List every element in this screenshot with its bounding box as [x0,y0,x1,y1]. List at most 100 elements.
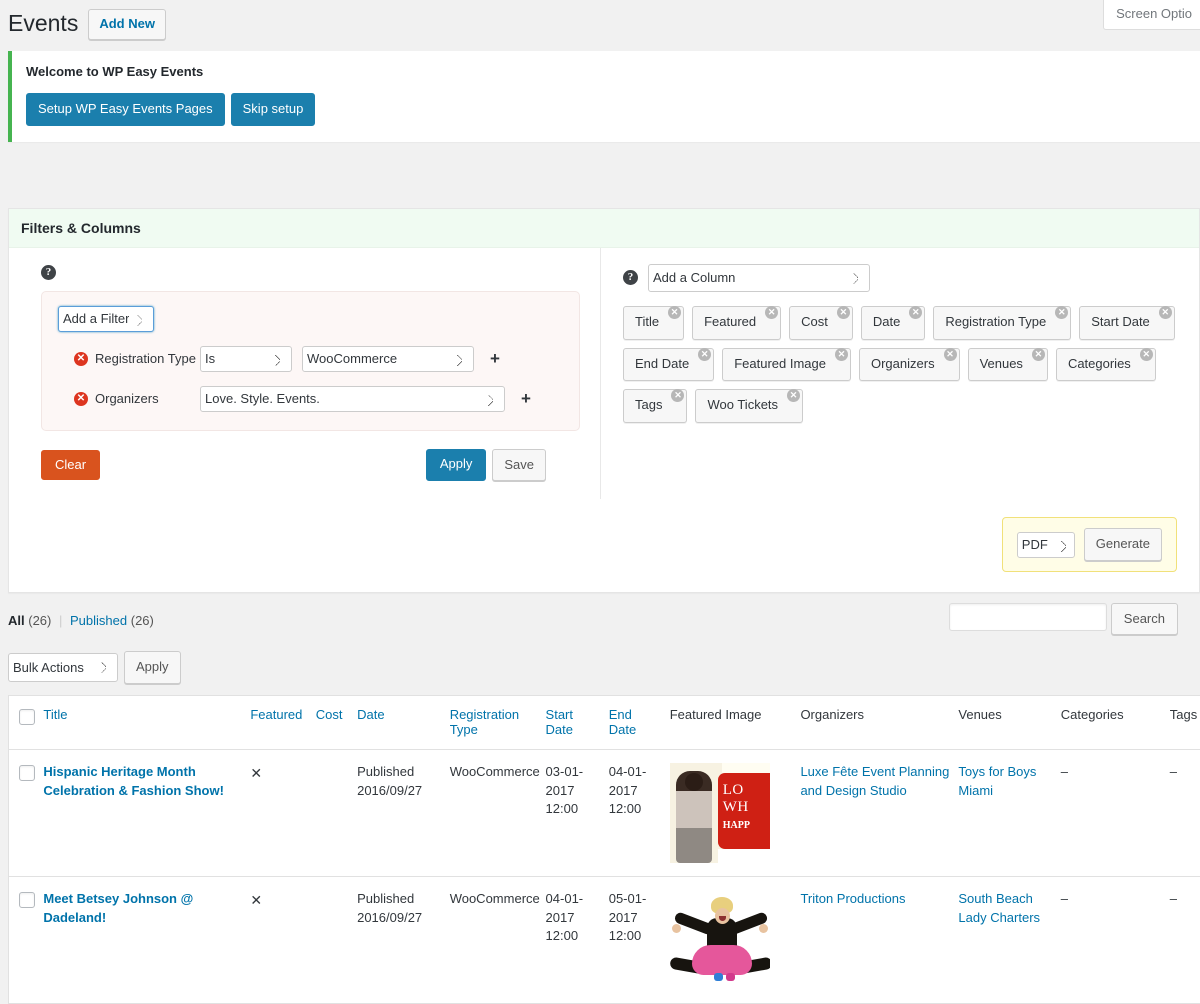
add-filter-select[interactable]: Add a Filter [58,306,154,332]
column-chip[interactable]: Title✕ [623,306,684,340]
remove-column-icon[interactable]: ✕ [835,348,848,361]
column-header-end-date[interactable]: End Date [609,695,670,749]
column-chip[interactable]: Start Date✕ [1079,306,1175,340]
clear-filters-button[interactable]: Clear [41,450,100,480]
row-select-cell [9,876,44,1003]
view-all-link[interactable]: All [8,613,25,628]
column-chip[interactable]: Organizers✕ [859,348,960,382]
remove-column-icon[interactable]: ✕ [1055,306,1068,319]
remove-column-icon[interactable]: ✕ [668,306,681,319]
column-chip-label: Registration Type [945,314,1046,329]
event-title-link[interactable]: Hispanic Heritage Month Celebration & Fa… [43,764,224,798]
setup-pages-button[interactable]: Setup WP Easy Events Pages [26,93,225,126]
remove-column-icon[interactable]: ✕ [765,306,778,319]
column-chip-label: Featured [704,314,756,329]
cell-registration-type: WooCommerce [450,876,546,1003]
cell-venues: South Beach Lady Charters [958,876,1060,1003]
column-chip[interactable]: Featured Image ✕ [722,348,851,382]
select-all-checkbox[interactable] [19,709,35,725]
row-checkbox[interactable] [19,765,35,781]
add-column-select[interactable]: Add a Column [648,264,870,292]
save-filters-button[interactable]: Save [492,449,546,482]
remove-column-icon[interactable]: ✕ [837,306,850,319]
column-chip[interactable]: Featured ✕ [692,306,781,340]
organizer-link[interactable]: Luxe Fête Event Planning and Design Stud… [800,764,949,798]
remove-column-icon[interactable]: ✕ [944,348,957,361]
column-chip-label: Cost [801,314,828,329]
add-new-button[interactable]: Add New [88,9,166,40]
generate-button[interactable]: Generate [1084,528,1162,561]
filters-and-columns-panel: Filters & Columns ? Add a Filter ✕ Regis… [8,208,1200,593]
column-chip[interactable]: Date ✕ [861,306,925,340]
column-header-cost[interactable]: Cost [316,695,357,749]
column-chip[interactable]: Tags✕ [623,389,687,423]
column-chip[interactable]: End Date✕ [623,348,714,382]
list-toolbar: All (26) | Published (26) Search [8,611,1200,636]
column-chip[interactable]: Categories✕ [1056,348,1156,382]
column-header-start-date[interactable]: Start Date [546,695,609,749]
cell-end-date: 05-01-2017 12:00 [609,876,670,1003]
column-chip[interactable]: Registration Type ✕ [933,306,1071,340]
cell-title: Meet Betsey Johnson @ Dadeland! [43,876,250,1003]
bulk-actions-select[interactable]: Bulk Actions [8,653,118,682]
remove-column-icon[interactable]: ✕ [909,306,922,319]
cell-title: Hispanic Heritage Month Celebration & Fa… [43,749,250,876]
column-header-categories: Categories [1061,695,1170,749]
date-status: Published [357,763,442,782]
column-header-date[interactable]: Date [357,695,450,749]
generate-box: PDF Generate [1002,517,1177,572]
cell-registration-type: WooCommerce [450,749,546,876]
filter-operator-select[interactable]: Is [200,346,292,372]
skip-setup-button[interactable]: Skip setup [231,93,316,126]
featured-x-icon: ✕ [250,765,262,781]
add-filter-value-button[interactable]: + [484,347,506,371]
column-header-title[interactable]: Title [43,695,250,749]
filter-value-select[interactable]: Love. Style. Events. [200,386,505,412]
column-chip-label: Featured Image [734,356,826,371]
remove-column-icon[interactable]: ✕ [698,348,711,361]
search-input[interactable] [949,603,1107,631]
venue-link[interactable]: South Beach Lady Charters [958,891,1040,925]
filter-builder: Add a Filter ✕ Registration Type Is WooC… [41,291,580,431]
cell-featured: ✕ [250,749,315,876]
column-chip-list: Title✕Featured✕Cost✕Date✕Registration Ty… [623,306,1183,424]
cell-cost [316,876,357,1003]
view-published-count: (26) [131,613,154,628]
add-filter-value-button[interactable]: + [515,387,537,411]
column-chip-label: Date [873,314,900,329]
export-format-select[interactable]: PDF [1017,532,1075,558]
column-header-registration-type[interactable]: Registration Type [450,695,546,749]
column-chip[interactable]: Woo Tickets✕ [695,389,803,423]
event-title-link[interactable]: Meet Betsey Johnson @ Dadeland! [43,891,193,925]
bulk-apply-button[interactable]: Apply [124,651,181,684]
filter-label-organizers: ✕ Organizers [58,391,200,406]
columns-column: ? Add a Column Title✕ Featured ✕ Cost ✕ Date ✕… [601,248,1199,500]
filter-row: ✕ Registration Type Is WooCommerce + [58,346,563,372]
remove-column-icon[interactable]: ✕ [1140,348,1153,361]
column-chip[interactable]: Cost ✕ [789,306,853,340]
search-submit-button[interactable]: Search [1111,603,1178,636]
column-chip[interactable]: Venues✕ [968,348,1048,382]
filters-help-icon[interactable]: ? [41,265,56,280]
table-header-row: Title Featured Cost Date Registration Ty… [9,695,1200,749]
organizer-link[interactable]: Triton Productions [800,891,905,906]
featured-image-thumbnail[interactable] [670,890,770,990]
filter-actions-right: Apply Save [426,449,580,482]
cell-end-date: 04-01-2017 12:00 [609,749,670,876]
venue-link[interactable]: Toys for Boys Miami [958,764,1036,798]
remove-filter-icon[interactable]: ✕ [74,392,88,406]
remove-column-icon[interactable]: ✕ [671,389,684,402]
view-separator: | [55,613,66,628]
apply-filters-button[interactable]: Apply [426,449,487,482]
column-header-featured[interactable]: Featured [250,695,315,749]
remove-filter-icon[interactable]: ✕ [74,352,88,366]
filter-value-select[interactable]: WooCommerce [302,346,474,372]
remove-column-icon[interactable]: ✕ [1159,306,1172,319]
filters-panel-heading: Filters & Columns [9,209,1199,248]
remove-column-icon[interactable]: ✕ [787,389,800,402]
columns-help-icon[interactable]: ? [623,270,638,285]
view-published-link[interactable]: Published [70,613,127,628]
remove-column-icon[interactable]: ✕ [1032,348,1045,361]
screen-options-tab[interactable]: Screen Optio [1103,0,1200,30]
